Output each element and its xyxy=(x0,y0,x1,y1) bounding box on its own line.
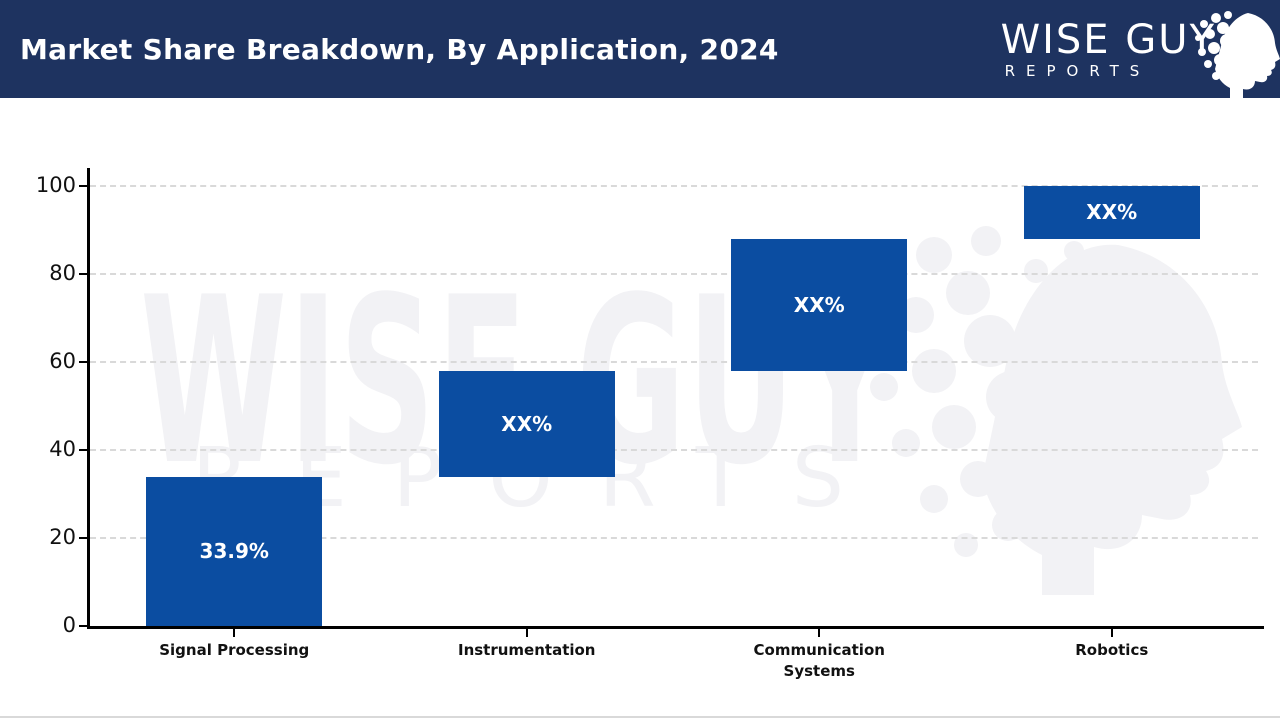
category-label-1: Instrumentation xyxy=(457,641,596,659)
category-label-2: Communication Systems xyxy=(753,641,885,680)
bar-segment-0: 33.9% xyxy=(146,476,323,626)
y-tick-20 xyxy=(79,537,88,539)
watermark-head-icon xyxy=(859,226,1242,595)
bar-value-label: XX% xyxy=(501,411,553,436)
x-tick-2 xyxy=(818,629,821,637)
y-tick-0 xyxy=(79,625,88,627)
gridline-100 xyxy=(90,185,1258,187)
logo-wordmark: WISE GUY xyxy=(1000,17,1216,63)
bar-segment-3: XX% xyxy=(1023,186,1200,239)
page-title: Market Share Breakdown, By Application, … xyxy=(20,32,779,66)
logo-head-icon xyxy=(1195,11,1280,98)
x-tick-3 xyxy=(1110,629,1113,637)
y-tick-label-80: 80 xyxy=(49,261,76,285)
y-tick-label-60: 60 xyxy=(49,349,76,373)
y-tick-label-40: 40 xyxy=(49,437,76,461)
bar-value-label: XX% xyxy=(793,292,845,317)
y-tick-100 xyxy=(79,185,88,187)
category-label-0: Signal Processing xyxy=(159,641,310,659)
gridline-60 xyxy=(90,361,1258,363)
y-tick-label-0: 0 xyxy=(62,613,76,637)
y-tick-label-100: 100 xyxy=(35,173,76,197)
y-tick-40 xyxy=(79,449,88,451)
header: Market Share Breakdown, By Application, … xyxy=(0,0,1280,98)
gridline-80 xyxy=(90,273,1258,275)
gridline-20 xyxy=(90,537,1258,539)
bar-segment-2: XX% xyxy=(731,238,908,371)
y-tick-label-20: 20 xyxy=(49,525,76,549)
x-tick-1 xyxy=(525,629,528,637)
x-axis-line xyxy=(87,626,1264,629)
y-axis-line xyxy=(87,168,90,629)
x-tick-0 xyxy=(233,629,236,637)
gridline-40 xyxy=(90,449,1258,451)
y-tick-60 xyxy=(79,361,88,363)
bar-value-label: XX% xyxy=(1086,200,1138,225)
logo-subtext: REPORTS xyxy=(1004,62,1151,80)
bar-segment-1: XX% xyxy=(438,370,615,477)
bottom-divider xyxy=(0,716,1280,718)
y-tick-80 xyxy=(79,273,88,275)
category-label-3: Robotics xyxy=(1075,641,1149,659)
bar-value-label: 33.9% xyxy=(199,539,269,564)
wiseguy-logo: WISE GUY REPORTS xyxy=(1000,11,1280,98)
